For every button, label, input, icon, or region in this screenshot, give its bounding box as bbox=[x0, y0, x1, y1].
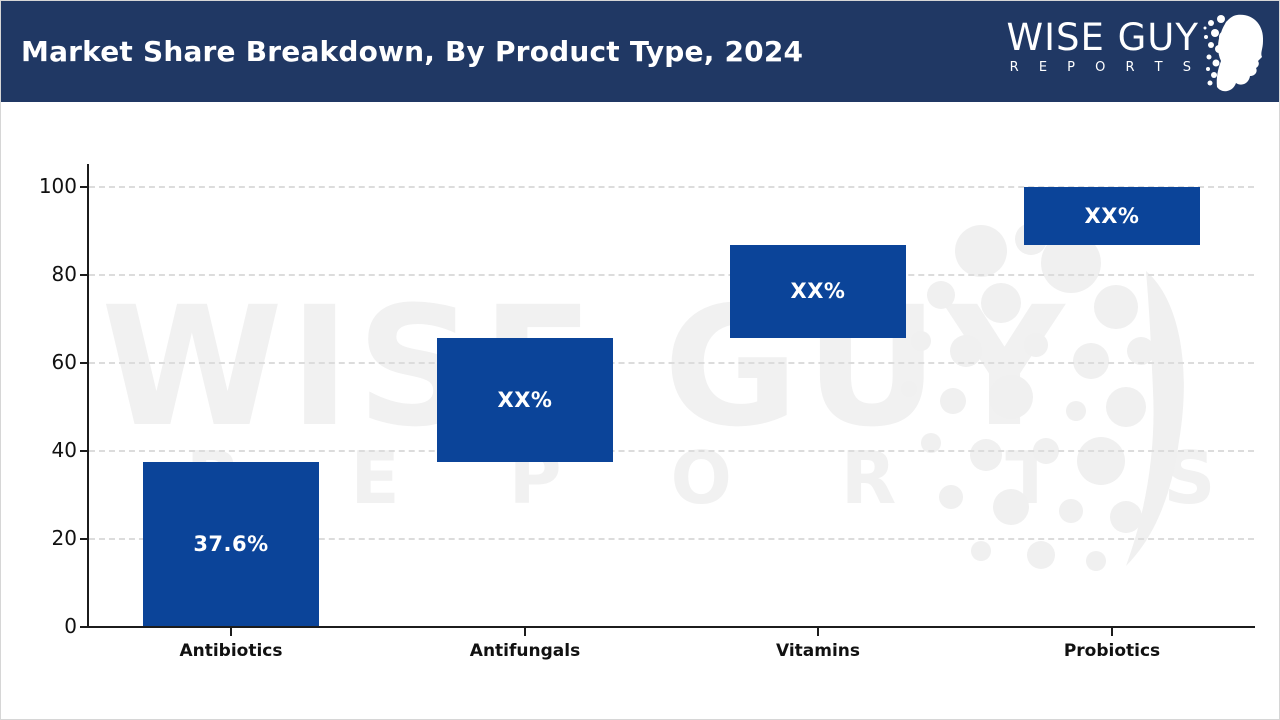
x-tick-mark-antifungals bbox=[524, 628, 526, 636]
page-title: Market Share Breakdown, By Product Type,… bbox=[21, 35, 804, 68]
y-tick-label-60: 60 bbox=[51, 350, 77, 374]
y-tick-mark-20 bbox=[80, 538, 88, 540]
logo-subtitle: R E P O R T S bbox=[1009, 59, 1199, 75]
x-tick-mark-probiotics bbox=[1111, 628, 1113, 636]
y-tick-label-100: 100 bbox=[38, 174, 77, 198]
bar-value-label: XX% bbox=[1084, 204, 1140, 229]
y-tick-mark-80 bbox=[80, 274, 88, 276]
x-tick-label-vitamins: Vitamins bbox=[775, 641, 861, 661]
y-tick-label-0: 0 bbox=[64, 614, 77, 638]
y-axis-line bbox=[87, 164, 89, 628]
x-tick-mark-vitamins bbox=[817, 628, 819, 636]
gridline-80 bbox=[89, 274, 1254, 276]
y-tick-mark-40 bbox=[80, 450, 88, 452]
x-tick-label-probiotics: Probiotics bbox=[1063, 641, 1161, 661]
wise-guy-reports-logo: WISE GUY R E P O R T S bbox=[1007, 9, 1267, 97]
y-tick-label-80: 80 bbox=[51, 262, 77, 286]
y-tick-mark-0 bbox=[80, 626, 88, 628]
y-tick-mark-60 bbox=[80, 362, 88, 364]
gridline-60 bbox=[89, 362, 1254, 364]
y-tick-label-40: 40 bbox=[51, 438, 77, 462]
watermark-head-dots bbox=[901, 223, 1184, 571]
bar-value-label: XX% bbox=[497, 387, 553, 412]
gridline-40 bbox=[89, 450, 1254, 452]
bar-antibiotics: 37.6% bbox=[143, 461, 319, 627]
x-axis-line bbox=[87, 626, 1255, 628]
x-tick-label-antifungals: Antifungals bbox=[469, 641, 581, 661]
header-bar: Market Share Breakdown, By Product Type,… bbox=[1, 1, 1279, 102]
x-tick-label-antibiotics: Antibiotics bbox=[179, 641, 283, 661]
x-tick-mark-antibiotics bbox=[230, 628, 232, 636]
logo-head-icon bbox=[1203, 14, 1264, 92]
bar-antifungals: XX% bbox=[437, 337, 613, 462]
logo-wordmark: WISE GUY bbox=[1006, 16, 1199, 59]
gridline-100 bbox=[89, 186, 1254, 188]
bar-value-label: XX% bbox=[790, 279, 846, 304]
bar-probiotics: XX% bbox=[1024, 187, 1200, 246]
gridline-20 bbox=[89, 538, 1254, 540]
bar-vitamins: XX% bbox=[730, 245, 906, 338]
y-tick-mark-100 bbox=[80, 186, 88, 188]
bar-value-label: 37.6% bbox=[193, 532, 269, 557]
logo-text: WISE GUY R E P O R T S bbox=[1006, 16, 1199, 75]
y-tick-label-20: 20 bbox=[51, 526, 77, 550]
